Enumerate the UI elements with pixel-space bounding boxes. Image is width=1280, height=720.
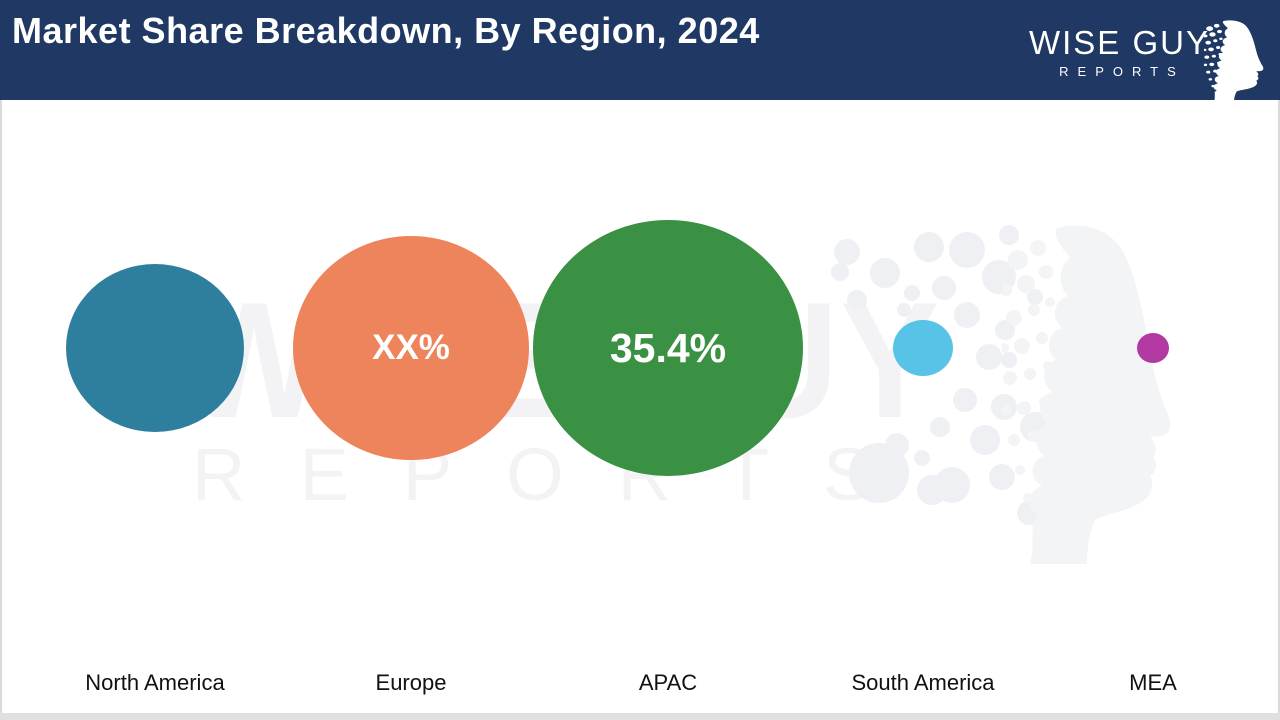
- bubble-north-america: [66, 264, 244, 432]
- category-label-mea: MEA: [1129, 670, 1177, 695]
- watermark-dot: [932, 276, 956, 300]
- watermark-dot: [1020, 412, 1050, 442]
- watermark-dot: [870, 258, 900, 288]
- watermark-dot: [917, 475, 947, 505]
- watermark-subtitle: REPORTS: [192, 433, 927, 516]
- watermark-dot: [914, 450, 930, 466]
- watermark-dot: [1001, 352, 1017, 368]
- watermark-dot: [949, 232, 985, 268]
- brand-subtitle: REPORTS: [1059, 64, 1185, 79]
- category-label-europe: Europe: [375, 670, 447, 695]
- brand-logo: WISE GUY REPORTS: [1029, 20, 1264, 102]
- watermark-dot: [1027, 289, 1043, 305]
- watermark-head-icon: [1002, 225, 1171, 564]
- watermark-dot: [849, 443, 909, 503]
- watermark-dot: [953, 388, 977, 412]
- watermark-dot: [834, 239, 860, 265]
- bubble-value-label-europe: XX%: [372, 328, 450, 367]
- category-label-south-america: South America: [851, 670, 995, 695]
- watermark-dot: [885, 433, 909, 457]
- category-label-apac: APAC: [638, 670, 698, 695]
- brand-wordmark-block: WISE GUY REPORTS: [1029, 26, 1210, 79]
- watermark-dot: [976, 344, 1002, 370]
- watermark-dot: [904, 285, 920, 301]
- watermark-dot: [982, 260, 1016, 294]
- header: Market Share Breakdown, By Region, 2024 …: [0, 0, 1280, 102]
- bubble-chart: WISE GUY REPORTS XX%35.4% North AmericaE…: [0, 100, 1280, 713]
- category-label-north-america: North America: [85, 670, 225, 695]
- watermark-dot: [930, 417, 950, 437]
- bubble-mea: [1137, 333, 1169, 363]
- bubble-value-label-apac: 35.4%: [609, 324, 727, 371]
- bubble-europe: XX%: [293, 236, 529, 460]
- watermark-dot: [991, 394, 1017, 420]
- watermark-dot: [1017, 501, 1041, 525]
- watermark-dot: [970, 425, 1000, 455]
- watermark-dot: [831, 263, 849, 281]
- watermark-dot: [999, 225, 1019, 245]
- watermark-dot: [897, 303, 911, 317]
- bottom-strip: [0, 713, 1280, 720]
- watermark-dot: [995, 320, 1015, 340]
- watermark-dot: [934, 467, 970, 503]
- bubble-south-america: [893, 320, 953, 376]
- watermark-dot: [989, 464, 1015, 490]
- page-title: Market Share Breakdown, By Region, 2024: [12, 10, 760, 51]
- brand-head-icon: [1204, 20, 1264, 102]
- watermark-dot: [954, 302, 980, 328]
- bubble-apac: 35.4%: [533, 220, 803, 476]
- brand-wordmark: WISE GUY: [1028, 24, 1210, 61]
- watermark-dot: [847, 290, 867, 310]
- watermark-dot: [914, 232, 944, 262]
